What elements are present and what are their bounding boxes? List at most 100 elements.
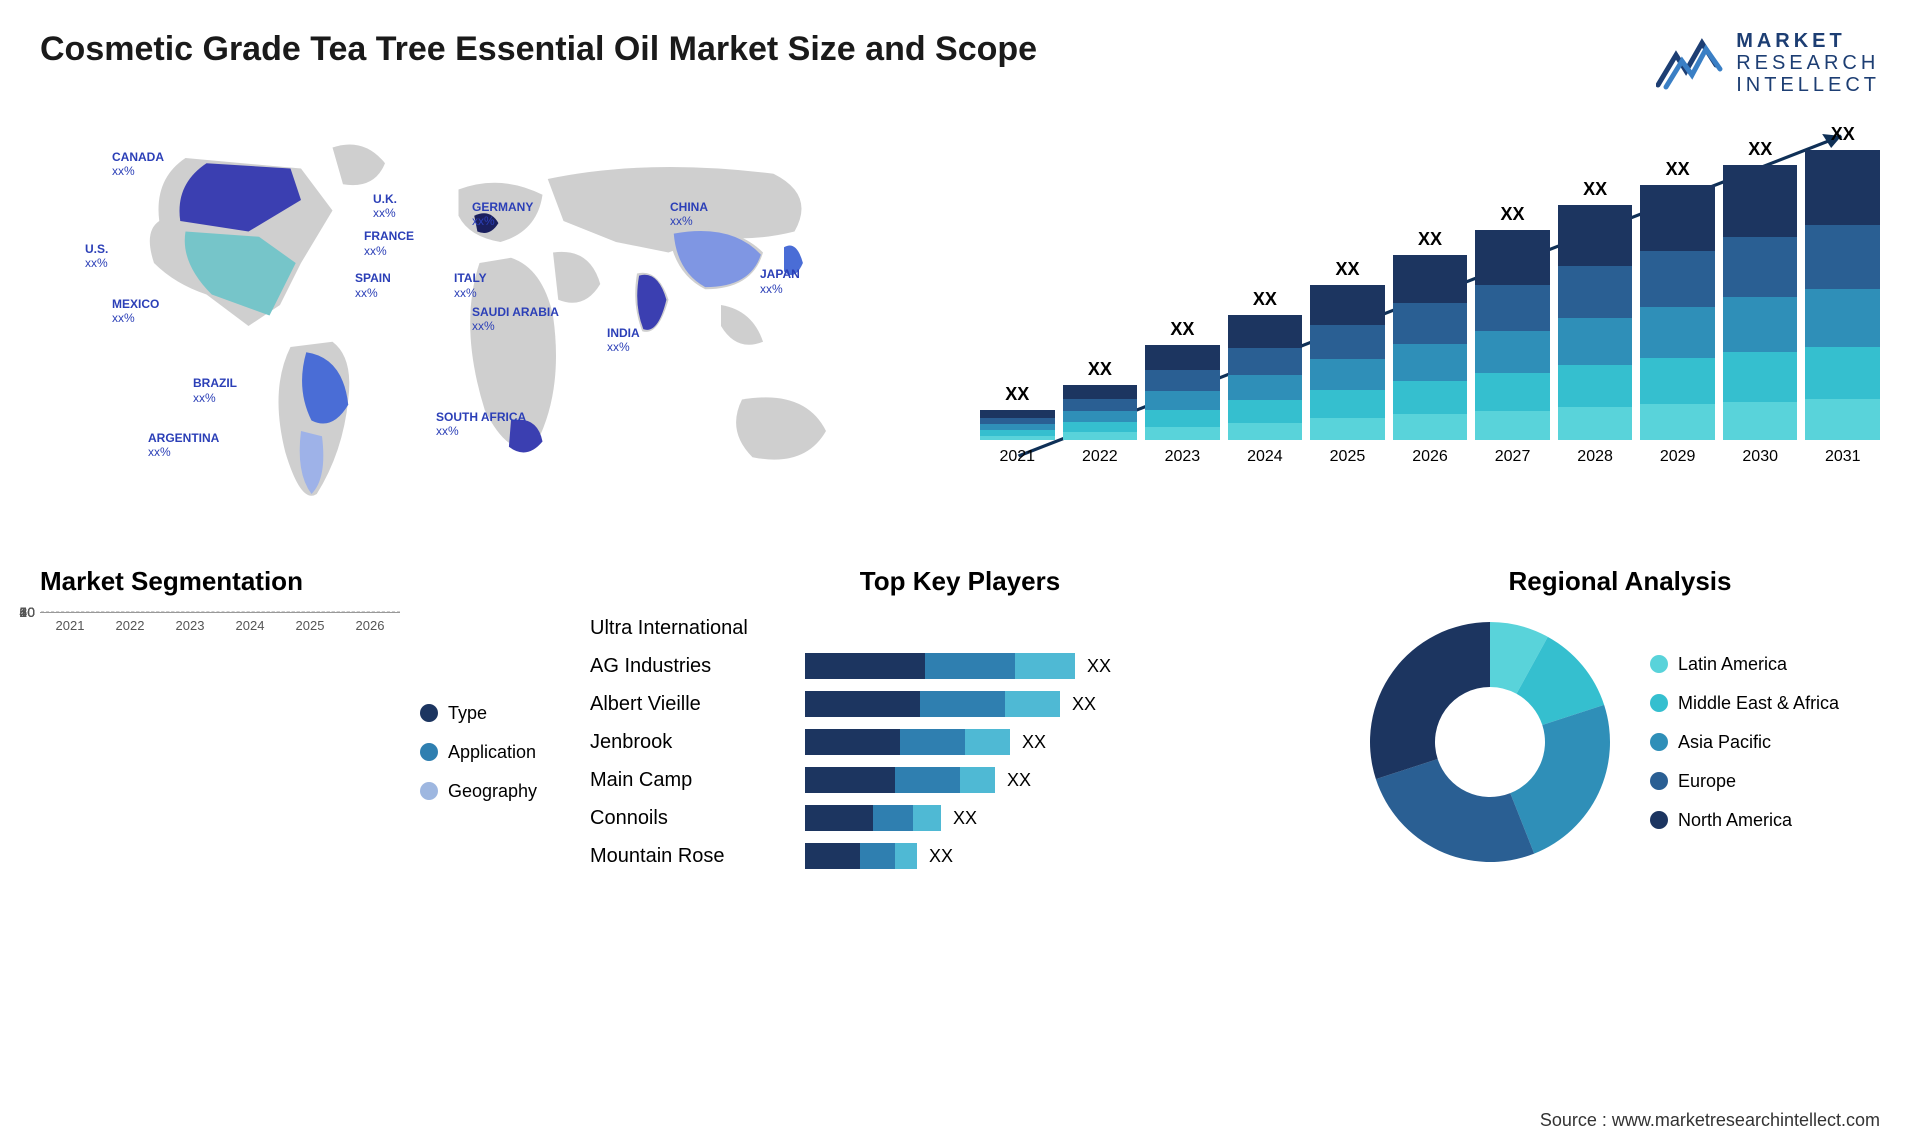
- player-value: XX: [1007, 770, 1031, 791]
- legend-item: Middle East & Africa: [1650, 693, 1839, 714]
- growth-bar-segment: [1063, 432, 1138, 440]
- growth-bar-value: XX: [1253, 289, 1277, 310]
- growth-bar-segment: [1475, 285, 1550, 331]
- regional-legend: Latin AmericaMiddle East & AfricaAsia Pa…: [1650, 654, 1839, 831]
- player-bar-segment: [805, 805, 873, 831]
- growth-bar-value: XX: [1831, 124, 1855, 145]
- regional-donut: [1360, 612, 1620, 872]
- player-name: Ultra International: [590, 617, 790, 640]
- legend-dot: [420, 743, 438, 761]
- legend-label: Geography: [448, 781, 537, 802]
- player-row: Main CampXX: [590, 764, 1330, 796]
- world-map: CANADAxx%U.S.xx%MEXICOxx%BRAZILxx%ARGENT…: [40, 116, 940, 536]
- player-bar: XX: [805, 653, 1330, 679]
- logo-line3: INTELLECT: [1736, 74, 1880, 96]
- growth-bar-segment: [1393, 414, 1468, 440]
- legend-item: Geography: [420, 781, 560, 802]
- player-bar-stack: [805, 805, 941, 831]
- donut-slice: [1376, 759, 1534, 862]
- map-label: SOUTH AFRICAxx%: [436, 410, 526, 439]
- player-row: Mountain RoseXX: [590, 840, 1330, 872]
- growth-bar-stack: [1805, 150, 1880, 440]
- growth-bar-label: 2026: [1412, 448, 1448, 466]
- player-bar-segment: [895, 843, 917, 869]
- player-name: Jenbrook: [590, 731, 790, 754]
- player-bar-stack: [805, 691, 1060, 717]
- legend-item: Type: [420, 703, 560, 724]
- growth-bar-value: XX: [1666, 159, 1690, 180]
- seg-xlabel: 2026: [356, 618, 385, 633]
- player-value: XX: [953, 808, 977, 829]
- growth-bar-label: 2023: [1165, 448, 1201, 466]
- segmentation-xlabels: 202120222023202420252026: [40, 618, 400, 633]
- growth-bar: XX 2024: [1228, 289, 1303, 466]
- segmentation-title: Market Segmentation: [40, 566, 560, 597]
- growth-bar-label: 2024: [1247, 448, 1283, 466]
- legend-item: Application: [420, 742, 560, 763]
- growth-bar-segment: [1558, 205, 1633, 266]
- growth-bar-stack: [1063, 385, 1138, 440]
- legend-dot: [1650, 733, 1668, 751]
- segmentation-plot: 102030405060: [40, 612, 400, 613]
- player-bar-segment: [805, 729, 900, 755]
- player-row: Jenbrook XX: [590, 726, 1330, 758]
- growth-bar: XX2027: [1475, 204, 1550, 466]
- player-bar-segment: [920, 691, 1005, 717]
- player-value: XX: [1022, 732, 1046, 753]
- growth-bar-label: 2021: [999, 448, 1035, 466]
- map-label: INDIAxx%: [607, 326, 640, 355]
- player-bar: XX: [805, 729, 1330, 755]
- growth-bar-segment: [1805, 289, 1880, 347]
- brand-logo: MARKET RESEARCH INTELLECT: [1656, 30, 1880, 96]
- legend-dot: [1650, 772, 1668, 790]
- growth-bar-segment: [1805, 399, 1880, 440]
- growth-bar-segment: [1228, 375, 1303, 400]
- player-bar: [805, 615, 1330, 641]
- player-name: Albert Vieille: [590, 693, 790, 716]
- growth-bar-segment: [1063, 411, 1138, 422]
- growth-bar: XX 2029: [1640, 159, 1715, 466]
- growth-bar-label: 2031: [1825, 448, 1861, 466]
- player-name: AG Industries: [590, 655, 790, 678]
- growth-bar-segment: [1145, 410, 1220, 427]
- segmentation-chart: 102030405060 202120222023202420252026 Ty…: [40, 612, 560, 892]
- regional-title: Regional Analysis: [1360, 566, 1880, 597]
- growth-bar-segment: [1310, 359, 1385, 390]
- growth-bar-segment: [1063, 385, 1138, 399]
- growth-bar-segment: [1228, 400, 1303, 423]
- growth-bar-value: XX: [1005, 384, 1029, 405]
- players-section: Top Key Players Ultra InternationalAG In…: [590, 566, 1330, 906]
- growth-bar-label: 2029: [1660, 448, 1696, 466]
- logo-text: MARKET RESEARCH INTELLECT: [1736, 30, 1880, 96]
- growth-bar-value: XX: [1335, 259, 1359, 280]
- map-label: MEXICOxx%: [112, 297, 159, 326]
- player-bar-segment: [1015, 653, 1075, 679]
- growth-bar-segment: [1063, 422, 1138, 432]
- player-value: XX: [1072, 694, 1096, 715]
- growth-bar-stack: [1228, 315, 1303, 440]
- growth-bar-label: 2022: [1082, 448, 1118, 466]
- legend-label: Latin America: [1678, 654, 1787, 675]
- growth-bar-segment: [1228, 315, 1303, 348]
- growth-bar-segment: [1475, 230, 1550, 285]
- top-row: CANADAxx%U.S.xx%MEXICOxx%BRAZILxx%ARGENT…: [40, 116, 1880, 536]
- player-row: Albert Vieille XX: [590, 688, 1330, 720]
- legend-dot: [1650, 811, 1668, 829]
- growth-bar-segment: [980, 418, 1055, 425]
- map-label: SPAINxx%: [355, 271, 391, 300]
- player-bar-stack: [805, 767, 995, 793]
- logo-line2: RESEARCH: [1736, 52, 1880, 74]
- player-name: Mountain Rose: [590, 845, 790, 868]
- page-title: Cosmetic Grade Tea Tree Essential Oil Ma…: [40, 30, 1037, 69]
- player-bar-stack: [805, 653, 1075, 679]
- donut-slice: [1370, 622, 1490, 779]
- map-label: JAPANxx%: [760, 267, 800, 296]
- player-bar-segment: [895, 767, 960, 793]
- player-bar-segment: [805, 767, 895, 793]
- growth-bar-value: XX: [1170, 319, 1194, 340]
- player-bar: XX: [805, 691, 1330, 717]
- player-bar-segment: [1005, 691, 1060, 717]
- growth-bar-segment: [1475, 373, 1550, 411]
- growth-bar: XX 2031: [1805, 124, 1880, 466]
- growth-bar: XX 2021: [980, 384, 1055, 466]
